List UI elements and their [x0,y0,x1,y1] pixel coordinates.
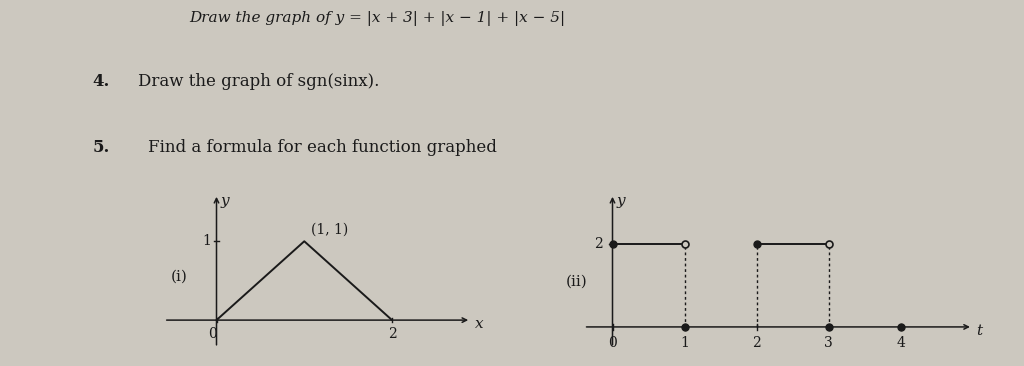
Text: x: x [475,317,484,331]
Text: 2: 2 [753,336,761,350]
Text: Draw the graph of y = |x + 3| + |x − 1| + |x − 5|: Draw the graph of y = |x + 3| + |x − 1| … [189,11,565,26]
Text: (i): (i) [171,270,187,284]
Text: 5.: 5. [92,139,110,156]
Text: 4.: 4. [92,73,110,90]
Text: 4: 4 [896,336,905,350]
Text: 0: 0 [608,336,616,350]
Text: t: t [977,324,982,338]
Text: 3: 3 [824,336,834,350]
Text: 1: 1 [203,234,211,248]
Text: Draw the graph of sgn(sinx).: Draw the graph of sgn(sinx). [138,73,380,90]
Text: (ii): (ii) [565,274,588,288]
Text: 1: 1 [680,336,689,350]
Text: 0: 0 [208,327,216,341]
Text: y: y [221,194,229,208]
Text: 2: 2 [388,327,396,341]
Text: 2: 2 [594,237,603,251]
Text: y: y [616,194,625,208]
Text: (1, 1): (1, 1) [311,223,348,236]
Text: Find a formula for each function graphed: Find a formula for each function graphed [148,139,498,156]
